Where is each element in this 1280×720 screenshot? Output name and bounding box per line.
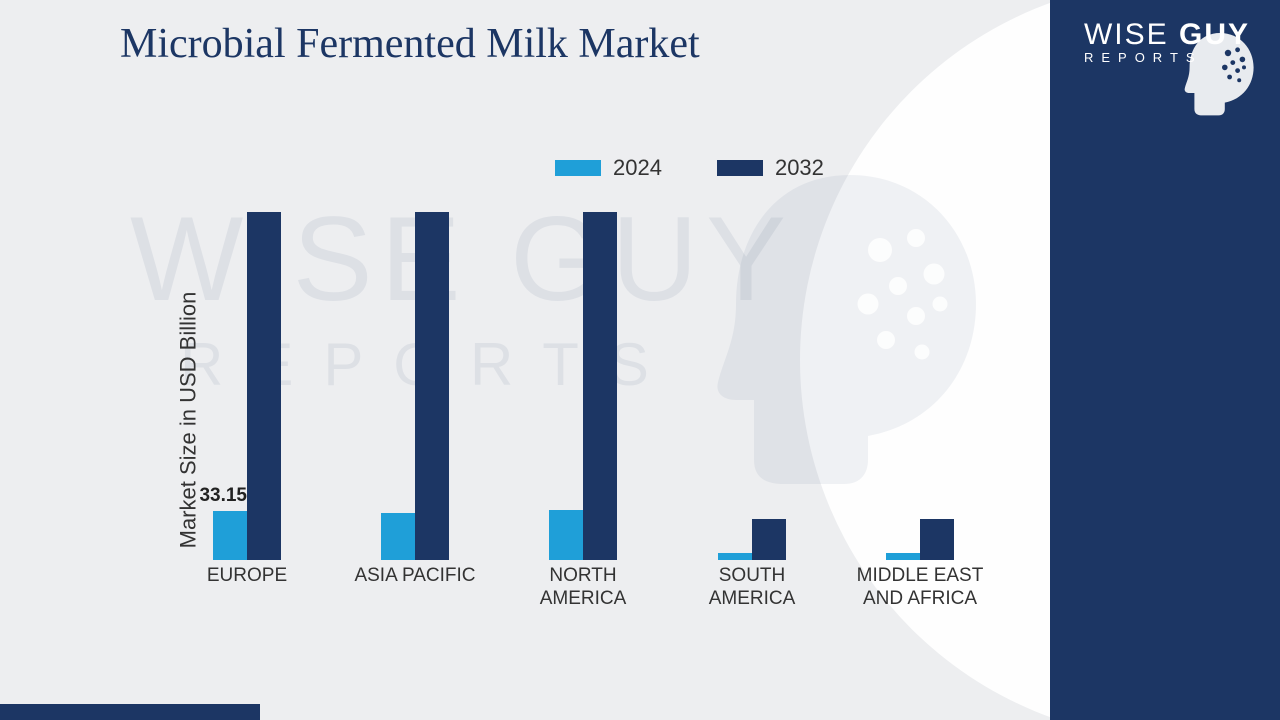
bar — [920, 519, 954, 560]
bar — [415, 212, 449, 560]
bar — [752, 519, 786, 560]
x-axis-label: NORTH AMERICA — [508, 565, 658, 611]
bar — [886, 553, 920, 560]
bar — [247, 212, 281, 560]
x-axis-label: ASIA PACIFIC — [340, 565, 490, 588]
bar — [549, 510, 583, 560]
brand-logo: WISE GUY REPORTS — [1084, 18, 1250, 65]
bar-value-label: 33.15 — [199, 485, 247, 507]
x-axis-label: EUROPE — [172, 565, 322, 588]
bar-chart: Market Size in USD Billion 33.15 EUROPEA… — [70, 160, 970, 680]
x-axis-label: SOUTH AMERICA — [677, 565, 827, 611]
bar — [381, 513, 415, 560]
plot-area: 33.15 — [140, 190, 970, 560]
infographic-stage: Microbial Fermented Milk Market WISE GUY… — [0, 0, 1280, 720]
bottom-accent-bar — [0, 704, 260, 720]
bar — [583, 212, 617, 560]
bar — [213, 511, 247, 560]
x-axis-label: MIDDLE EAST AND AFRICA — [845, 565, 995, 611]
bar — [718, 553, 752, 560]
chart-title: Microbial Fermented Milk Market — [120, 20, 700, 68]
head-icon — [1180, 28, 1260, 118]
